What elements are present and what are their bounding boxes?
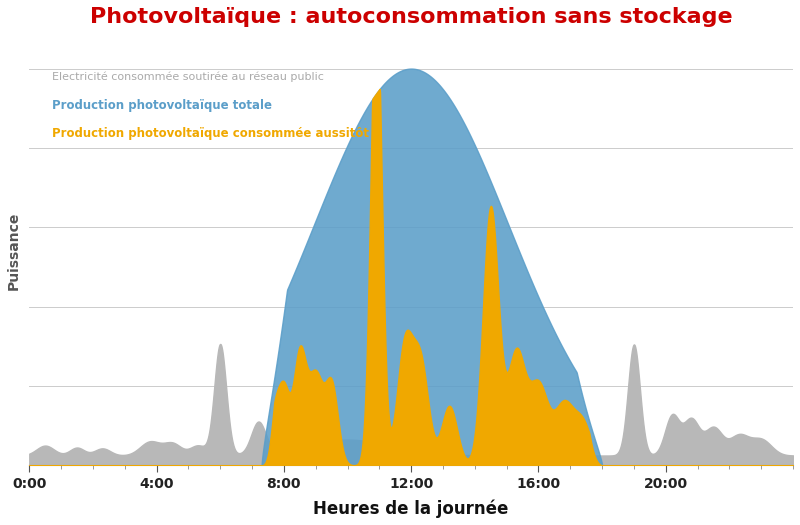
Text: Production photovoltaïque consommée aussitôt: Production photovoltaïque consommée auss…: [52, 127, 369, 140]
Text: Electricité consommée soutirée au réseau public: Electricité consommée soutirée au réseau…: [52, 71, 324, 81]
Y-axis label: Puissance: Puissance: [7, 212, 21, 290]
Text: Production photovoltaïque totale: Production photovoltaïque totale: [52, 99, 272, 112]
X-axis label: Heures de la journée: Heures de la journée: [314, 500, 509, 518]
Title: Photovoltaïque : autoconsommation sans stockage: Photovoltaïque : autoconsommation sans s…: [90, 7, 733, 27]
